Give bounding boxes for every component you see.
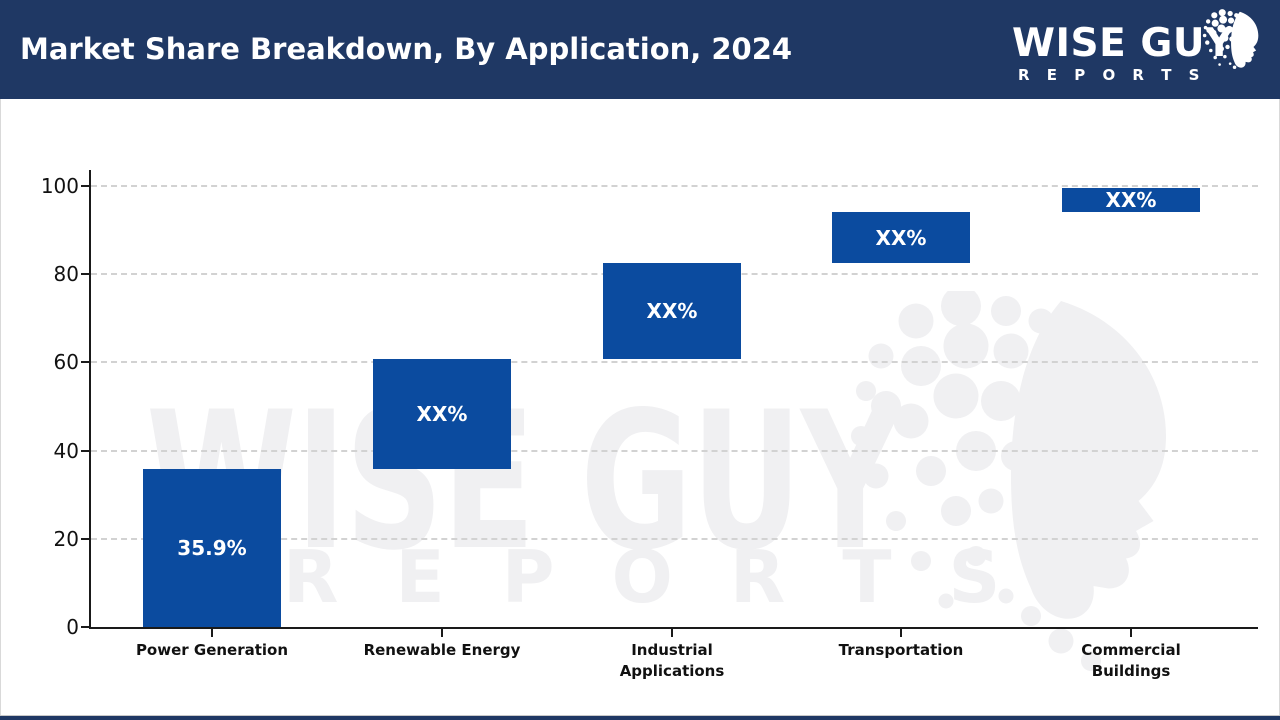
category-label: Power Generation (102, 640, 322, 661)
category-label-line: Renewable Energy (363, 641, 521, 659)
watermark-text-line2: R E P O R T S (283, 535, 1017, 619)
x-tickmark (441, 629, 443, 637)
category-label-line: Applications (619, 662, 725, 680)
bar-value-label: 35.9% (177, 535, 247, 560)
y-tickmark (81, 537, 91, 540)
watermark-head-icon (851, 291, 1166, 671)
category-label-line: Transportation (838, 641, 964, 659)
y-axis-line (89, 170, 91, 629)
page-title: Market Share Breakdown, By Application, … (20, 32, 793, 66)
bar-segment (373, 358, 511, 469)
bar-value-label: XX% (646, 298, 698, 323)
header-bar: Market Share Breakdown, By Application, … (0, 0, 1280, 99)
x-axis-line (89, 627, 1258, 629)
category-label-line: Power Generation (135, 641, 289, 659)
y-tickmark (81, 185, 91, 187)
y-tickmark (81, 449, 91, 452)
bar-segment (603, 262, 741, 359)
y-tickmark (81, 626, 91, 628)
gridline (91, 449, 1258, 452)
category-label: Renewable Energy (332, 640, 552, 661)
x-tickmark (671, 629, 673, 637)
wise-guy-logo: WISE GUY R E P O R T S (1012, 9, 1259, 84)
category-label-line: Industrial (631, 641, 713, 659)
bar-value-label: XX% (416, 401, 468, 426)
bar-segment (832, 212, 970, 263)
y-tickmark (81, 273, 91, 276)
y-tick-label: 100 (40, 174, 79, 198)
logo-text-line2: R E P O R T S (1018, 66, 1205, 84)
logo-text-line1: WISE GUY (1012, 21, 1234, 66)
y-tick-label: 80 (53, 262, 79, 287)
bar-segment (143, 468, 281, 627)
footer-hairline (0, 715, 1280, 716)
y-tick-label: 40 (53, 438, 79, 463)
y-tick-label: 60 (53, 350, 79, 375)
footer-bar (0, 716, 1280, 720)
category-label-line: Commercial (1081, 641, 1181, 659)
category-label: Industrial Applications (562, 640, 782, 682)
y-tick-label: 20 (53, 526, 79, 551)
category-label-line: Buildings (1091, 662, 1171, 680)
category-label: Commercial Buildings (1021, 640, 1241, 682)
logo-head-icon (1202, 9, 1259, 69)
x-tickmark (900, 629, 902, 637)
y-tickmark (81, 361, 91, 364)
x-tickmark (211, 629, 213, 637)
bar-value-label: XX% (875, 225, 927, 250)
bar-value-label: XX% (1105, 188, 1157, 213)
category-label: Transportation (791, 640, 1011, 661)
gridline (91, 537, 1258, 540)
gridline (91, 361, 1258, 364)
x-tickmark (1130, 629, 1132, 637)
bar-segment (1062, 188, 1200, 213)
y-tick-label: 0 (66, 615, 79, 639)
waterfall-chart: WISE GUY R E P O R T S 0 20 40 60 80 100 35.9%… (0, 99, 1280, 715)
gridline (91, 185, 1258, 187)
